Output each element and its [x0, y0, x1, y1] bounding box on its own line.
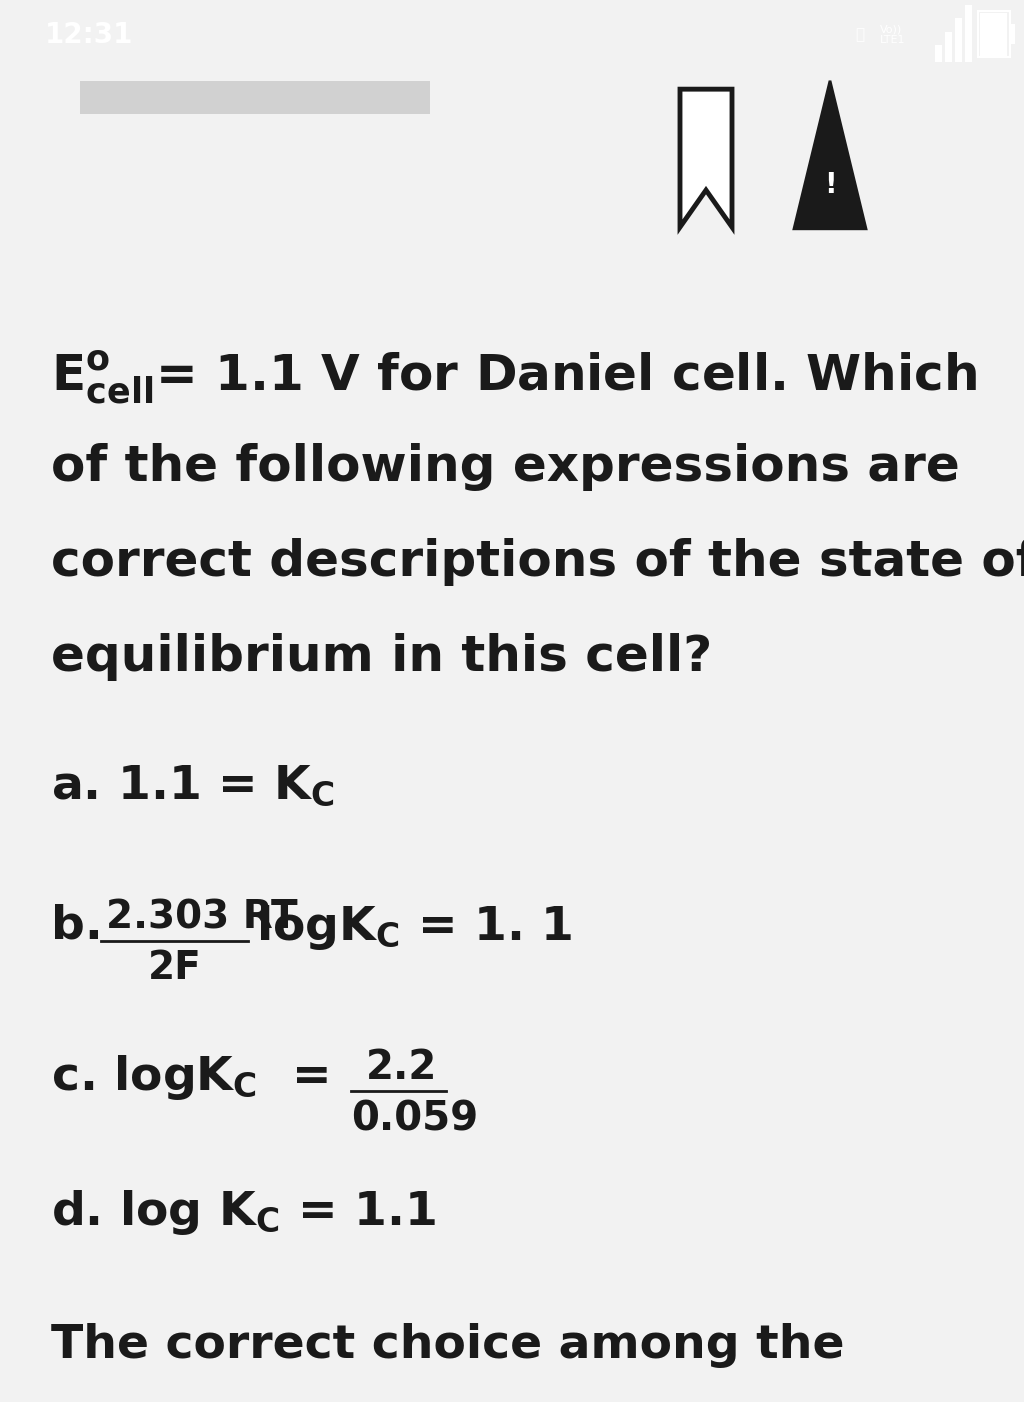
- Text: 2.303 RT: 2.303 RT: [106, 899, 298, 937]
- Text: d. log K$_\mathbf{C}$ = 1.1: d. log K$_\mathbf{C}$ = 1.1: [51, 1189, 436, 1238]
- Text: a. 1.1 = K$_\mathbf{C}$: a. 1.1 = K$_\mathbf{C}$: [51, 763, 335, 809]
- Text: equilibrium in this cell?: equilibrium in this cell?: [51, 634, 713, 681]
- FancyBboxPatch shape: [80, 81, 430, 115]
- FancyBboxPatch shape: [965, 4, 972, 62]
- Text: b.: b.: [51, 903, 103, 948]
- Text: 2F: 2F: [148, 949, 202, 987]
- Text: The correct choice among the: The correct choice among the: [51, 1323, 845, 1368]
- FancyBboxPatch shape: [1010, 24, 1015, 43]
- Text: 0.059: 0.059: [351, 1099, 478, 1140]
- FancyBboxPatch shape: [980, 13, 1007, 56]
- FancyBboxPatch shape: [935, 45, 942, 62]
- Text: 12:31: 12:31: [45, 21, 133, 49]
- Text: c. logK$_\mathbf{C}$  =: c. logK$_\mathbf{C}$ =: [51, 1053, 328, 1102]
- Text: !: !: [823, 171, 837, 199]
- Text: of the following expressions are: of the following expressions are: [51, 443, 959, 491]
- FancyBboxPatch shape: [955, 18, 962, 62]
- Text: 🔒: 🔒: [855, 28, 864, 42]
- Text: 2.2: 2.2: [367, 1049, 437, 1088]
- Text: $\mathbf{E^{o}_{cell}}$= 1.1 V for Daniel cell. Which: $\mathbf{E^{o}_{cell}}$= 1.1 V for Danie…: [51, 348, 977, 407]
- Text: Vo))
LTE1: Vo)) LTE1: [880, 25, 905, 45]
- FancyBboxPatch shape: [945, 32, 952, 62]
- Polygon shape: [794, 81, 866, 229]
- Polygon shape: [680, 90, 732, 227]
- Text: logK$_\mathbf{C}$ = 1. 1: logK$_\mathbf{C}$ = 1. 1: [256, 903, 572, 952]
- Text: correct descriptions of the state of: correct descriptions of the state of: [51, 538, 1024, 586]
